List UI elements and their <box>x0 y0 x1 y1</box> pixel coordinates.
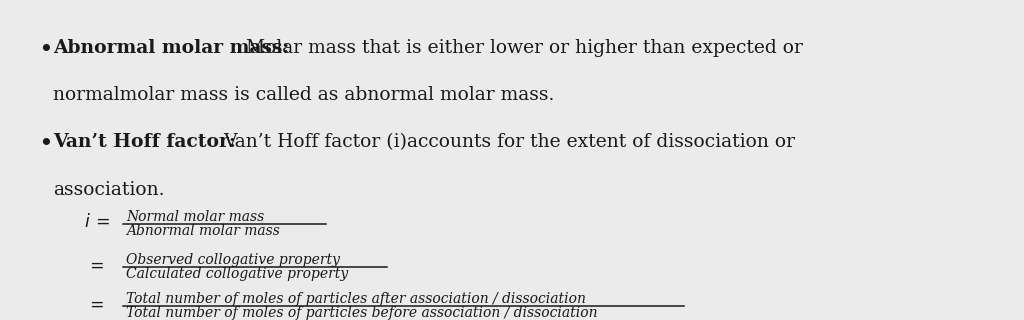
Text: $=$: $=$ <box>86 257 104 274</box>
Text: Calculated collogative property: Calculated collogative property <box>126 267 348 281</box>
Text: •: • <box>39 39 52 59</box>
Text: Van’t Hoff factor (i)accounts for the extent of dissociation or: Van’t Hoff factor (i)accounts for the ex… <box>223 133 796 151</box>
Text: Molar mass that is either lower or higher than expected or: Molar mass that is either lower or highe… <box>246 39 803 57</box>
Text: •: • <box>39 133 52 153</box>
Text: association.: association. <box>53 181 165 199</box>
Text: Normal molar mass: Normal molar mass <box>126 210 264 224</box>
Text: Observed collogative property: Observed collogative property <box>126 253 340 267</box>
Text: Abnormal molar mass:: Abnormal molar mass: <box>53 39 296 57</box>
Text: Abnormal molar mass: Abnormal molar mass <box>126 224 280 238</box>
Text: normalmolar mass is called as abnormal molar mass.: normalmolar mass is called as abnormal m… <box>53 86 555 104</box>
Text: Total number of moles of particles before association / dissociation: Total number of moles of particles befor… <box>126 306 597 320</box>
Text: Total number of moles of particles after association / dissociation: Total number of moles of particles after… <box>126 292 586 306</box>
Text: $i\,=$: $i\,=$ <box>84 213 110 231</box>
Text: Van’t Hoff factor:: Van’t Hoff factor: <box>53 133 243 151</box>
Text: $=$: $=$ <box>86 296 104 313</box>
